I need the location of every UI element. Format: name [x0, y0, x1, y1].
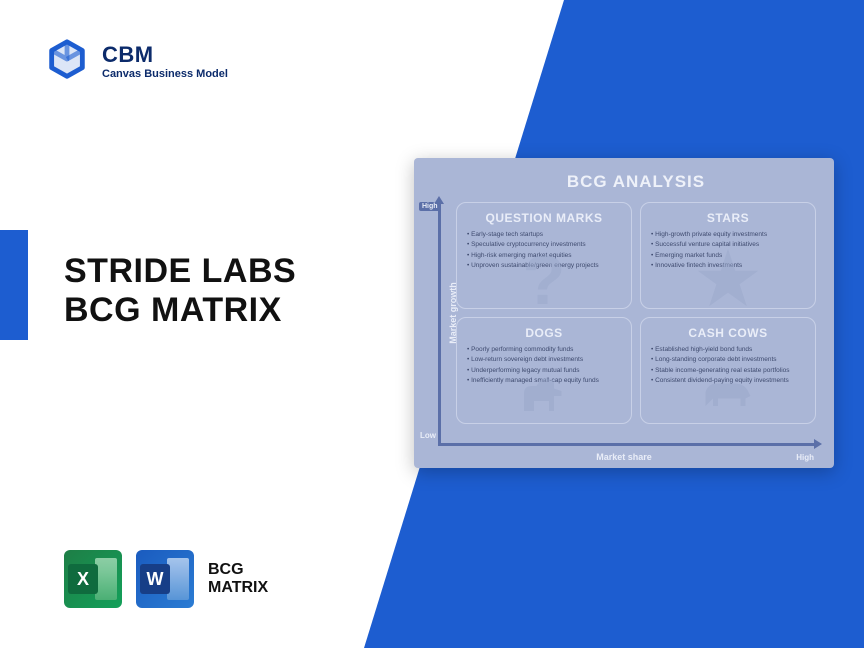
bcg-matrix-card: BCG ANALYSIS Market growth Market share … — [414, 158, 834, 468]
x-axis-high: High — [796, 453, 814, 462]
footer-icons: X W BCG MATRIX — [64, 550, 268, 608]
list-item: Speculative cryptocurrency investments — [467, 240, 621, 250]
quadrant-cash-cows: CASH COWS Established high-yield bond fu… — [640, 317, 816, 424]
brand-name: Canvas Business Model — [102, 68, 228, 80]
title-line-2: BCG MATRIX — [64, 291, 282, 329]
list-item: Inefficiently managed small-cap equity f… — [467, 376, 621, 386]
word-badge: W — [140, 564, 170, 594]
quadrant-question-marks: ? QUESTION MARKS Early-stage tech startu… — [456, 202, 632, 309]
y-axis-low: Low — [420, 431, 436, 440]
list-item: Underperforming legacy mutual funds — [467, 366, 621, 376]
list-item: Unproven sustainable/green energy projec… — [467, 261, 621, 271]
quad-title: QUESTION MARKS — [467, 211, 621, 225]
matrix-grid: ? QUESTION MARKS Early-stage tech startu… — [456, 202, 816, 424]
list-item: Established high-yield bond funds — [651, 345, 805, 355]
y-axis — [438, 202, 441, 444]
y-axis-high: High — [419, 202, 441, 211]
quad-title: CASH COWS — [651, 326, 805, 340]
list-item: Early-stage tech startups — [467, 230, 621, 240]
list-item: High-growth private equity investments — [651, 230, 805, 240]
list-item: Low-return sovereign debt investments — [467, 355, 621, 365]
x-axis-label: Market share — [596, 452, 652, 462]
excel-icon: X — [64, 550, 122, 608]
x-axis — [438, 443, 816, 446]
quad-list: Poorly performing commodity funds Low-re… — [467, 345, 621, 387]
quad-list: Established high-yield bond funds Long-s… — [651, 345, 805, 387]
list-item: Successful venture capital initiatives — [651, 240, 805, 250]
quad-list: Early-stage tech startups Speculative cr… — [467, 230, 621, 272]
quad-title: STARS — [651, 211, 805, 225]
list-item: Poorly performing commodity funds — [467, 345, 621, 355]
list-item: Innovative fintech investments — [651, 261, 805, 271]
quadrant-stars: ★ STARS High-growth private equity inves… — [640, 202, 816, 309]
footer-label: BCG MATRIX — [208, 561, 268, 596]
excel-badge: X — [68, 564, 98, 594]
left-accent-bar — [0, 230, 28, 340]
brand-logo: CBM Canvas Business Model — [44, 38, 228, 84]
quad-list: High-growth private equity investments S… — [651, 230, 805, 272]
quadrant-dogs: DOGS Poorly performing commodity funds L… — [456, 317, 632, 424]
cbm-logo-icon — [44, 38, 90, 84]
list-item: High-risk emerging market equities — [467, 251, 621, 261]
title-line-1: STRIDE LABS — [64, 252, 296, 290]
brand-abbr: CBM — [102, 42, 228, 68]
list-item: Stable income-generating real estate por… — [651, 366, 805, 376]
quad-title: DOGS — [467, 326, 621, 340]
list-item: Consistent dividend-paying equity invest… — [651, 376, 805, 386]
list-item: Long-standing corporate debt investments — [651, 355, 805, 365]
word-icon: W — [136, 550, 194, 608]
page-title: STRIDE LABS BCG MATRIX — [64, 252, 296, 330]
matrix-title: BCG ANALYSIS — [456, 172, 816, 192]
list-item: Emerging market funds — [651, 251, 805, 261]
